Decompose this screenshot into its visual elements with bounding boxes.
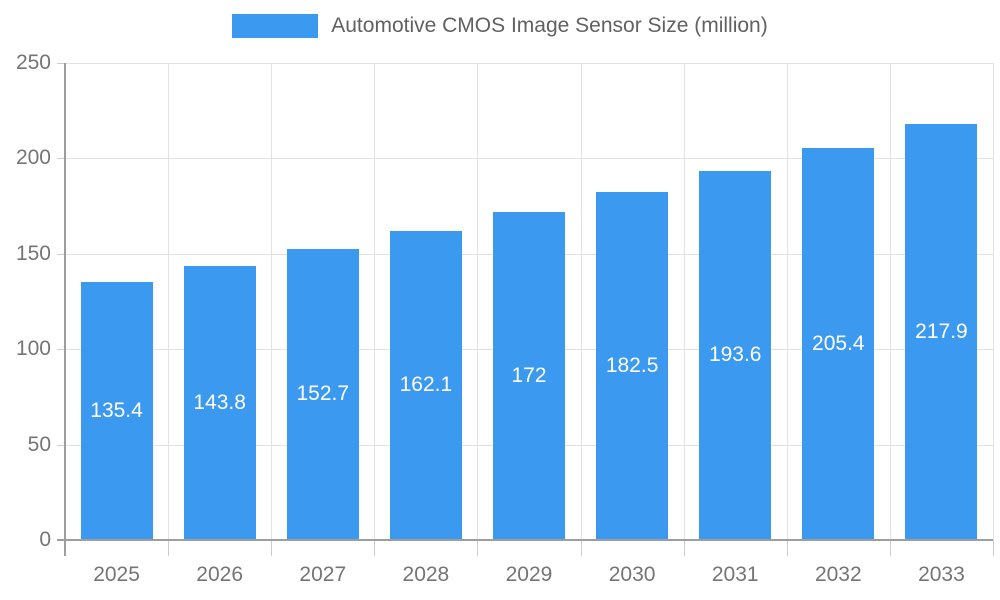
bar[interactable]: 217.9 <box>905 124 978 540</box>
gridline-vertical <box>374 63 376 540</box>
y-axis-label: 0 <box>39 528 51 551</box>
x-axis-tick <box>374 540 376 556</box>
bar-value-label: 143.8 <box>193 390 246 414</box>
legend-swatch-icon <box>232 14 319 38</box>
y-axis-tick <box>57 63 65 64</box>
y-axis-tick <box>57 158 65 160</box>
x-axis-label: 2027 <box>299 563 347 586</box>
bar[interactable]: 193.6 <box>699 170 772 540</box>
y-axis-label: 150 <box>15 241 51 265</box>
bar-value-label: 152.7 <box>296 382 350 406</box>
x-axis-tick <box>993 540 994 556</box>
bar[interactable]: 182.5 <box>596 191 669 540</box>
x-axis-line <box>57 539 993 541</box>
x-axis-tick <box>271 540 273 556</box>
bar[interactable]: 172 <box>493 211 565 540</box>
bar[interactable]: 135.4 <box>80 281 153 540</box>
y-axis-tick <box>57 253 65 255</box>
x-axis-label: 2030 <box>608 563 656 586</box>
x-axis-tick <box>889 540 891 556</box>
gridline-vertical <box>683 63 685 540</box>
gridline-vertical <box>271 63 273 540</box>
y-axis-line <box>64 63 66 556</box>
x-axis-tick <box>786 540 788 556</box>
gridline-vertical <box>993 63 994 540</box>
plot-area: 0 50 100 150 200 250 135.4 143.8 152.7 162.1 172 18… <box>16 51 994 586</box>
bar-value-label: 172 <box>511 363 547 387</box>
bar-value-label: 182.5 <box>605 353 659 377</box>
x-axis-tick <box>580 540 582 556</box>
gridline-horizontal <box>65 158 993 160</box>
bar-value-label: 135.4 <box>90 398 143 422</box>
x-axis-label: 2031 <box>711 563 759 586</box>
x-axis-label: 2026 <box>196 563 244 586</box>
legend-label: Automotive CMOS Image Sensor Size (milli… <box>331 14 768 37</box>
gridline-vertical <box>477 63 479 540</box>
bar[interactable]: 152.7 <box>286 248 359 540</box>
bar-value-label: 162.1 <box>399 373 453 397</box>
x-axis-label: 2032 <box>814 563 862 586</box>
gridline-vertical <box>889 63 891 540</box>
bar[interactable]: 143.8 <box>183 265 256 540</box>
y-axis-label: 100 <box>15 337 51 361</box>
gridline-vertical <box>168 63 170 540</box>
gridline-vertical <box>786 63 788 540</box>
y-axis-label: 50 <box>27 432 51 456</box>
x-axis-label: 2029 <box>505 563 553 586</box>
y-axis-label: 250 <box>15 51 51 74</box>
bar-value-label: 217.9 <box>915 320 968 344</box>
bar-value-label: 193.6 <box>708 343 762 367</box>
y-axis-tick <box>57 349 65 351</box>
gridline-vertical <box>580 63 582 540</box>
gridline-horizontal <box>65 63 993 64</box>
bar-value-label: 205.4 <box>812 332 865 356</box>
x-axis-tick <box>683 540 685 556</box>
x-axis-label: 2028 <box>402 563 450 586</box>
x-axis-label: 2025 <box>93 563 140 586</box>
x-axis-label: 2033 <box>918 563 965 586</box>
y-axis-label: 200 <box>15 146 51 170</box>
legend[interactable]: Automotive CMOS Image Sensor Size (milli… <box>0 14 1000 38</box>
bar[interactable]: 205.4 <box>802 148 875 540</box>
y-axis-tick <box>57 444 65 446</box>
x-axis-tick <box>168 540 170 556</box>
bar[interactable]: 162.1 <box>389 230 462 540</box>
x-axis-tick <box>477 540 479 556</box>
